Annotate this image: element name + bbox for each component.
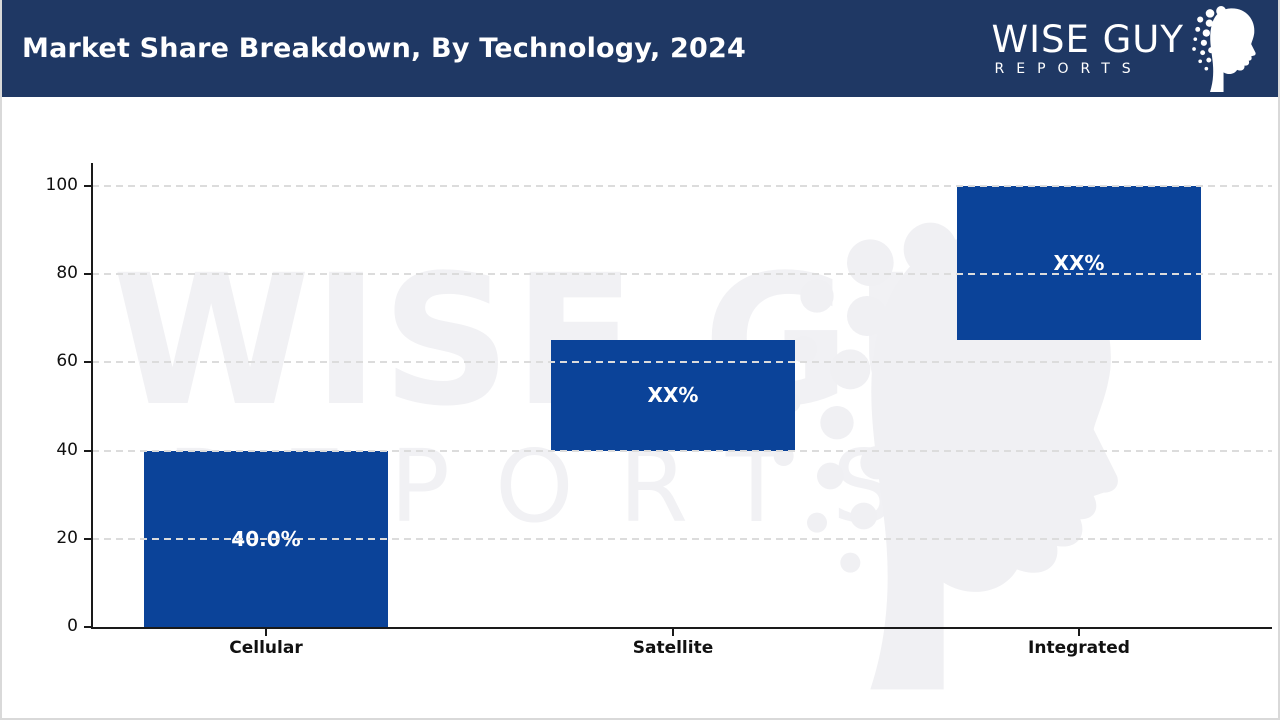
grid-line [92, 184, 1272, 187]
grid-line [92, 273, 1272, 275]
x-axis-line [91, 627, 1272, 629]
x-category-label: Satellite [632, 638, 714, 658]
y-tick-mark [84, 184, 92, 187]
y-tick-mark [84, 537, 92, 540]
y-tick-mark [84, 361, 92, 364]
x-tick-mark [1078, 629, 1080, 636]
plot: 40.0% Cellular XX% Satellite XX% Integrated 0 2… [2, 97, 1278, 718]
grid-line [92, 449, 1272, 452]
wise-guy-face-icon [1188, 6, 1264, 92]
x-category-label: Cellular [229, 638, 303, 658]
header-banner: Market Share Breakdown, By Technology, 2… [2, 0, 1278, 97]
logo-wordmark: WISE GUY REPORTS [992, 21, 1184, 77]
y-tick-label: 80 [56, 263, 78, 283]
x-tick-mark [672, 629, 674, 636]
y-tick-mark [84, 626, 92, 628]
chart-title: Market Share Breakdown, By Technology, 2… [22, 33, 747, 64]
y-tick-mark [84, 449, 92, 452]
chart-area: WISE GUY REPORTS 40.0% Cellular XX% Satelli… [2, 97, 1278, 718]
y-tick-label: 0 [67, 616, 78, 636]
x-tick-mark [265, 629, 267, 636]
y-tick-label: 40 [56, 439, 78, 460]
bar-value-label: XX% [1053, 250, 1105, 275]
grid-line [92, 361, 1272, 364]
x-category-label: Integrated [1028, 638, 1130, 658]
bar-value-label: XX% [647, 383, 699, 408]
logo-line2: REPORTS [994, 60, 1143, 77]
y-tick-label: 100 [45, 174, 78, 195]
y-axis-line [91, 163, 93, 629]
bar-integrated: XX% [957, 185, 1201, 341]
wise-guy-logo: WISE GUY REPORTS [992, 6, 1264, 92]
bar-satellite: XX% [551, 340, 795, 451]
y-tick-label: 20 [56, 527, 78, 548]
logo-line1: WISE GUY [991, 17, 1184, 61]
y-tick-label: 60 [56, 351, 78, 372]
y-tick-mark [84, 273, 92, 275]
grid-line [92, 537, 1272, 540]
